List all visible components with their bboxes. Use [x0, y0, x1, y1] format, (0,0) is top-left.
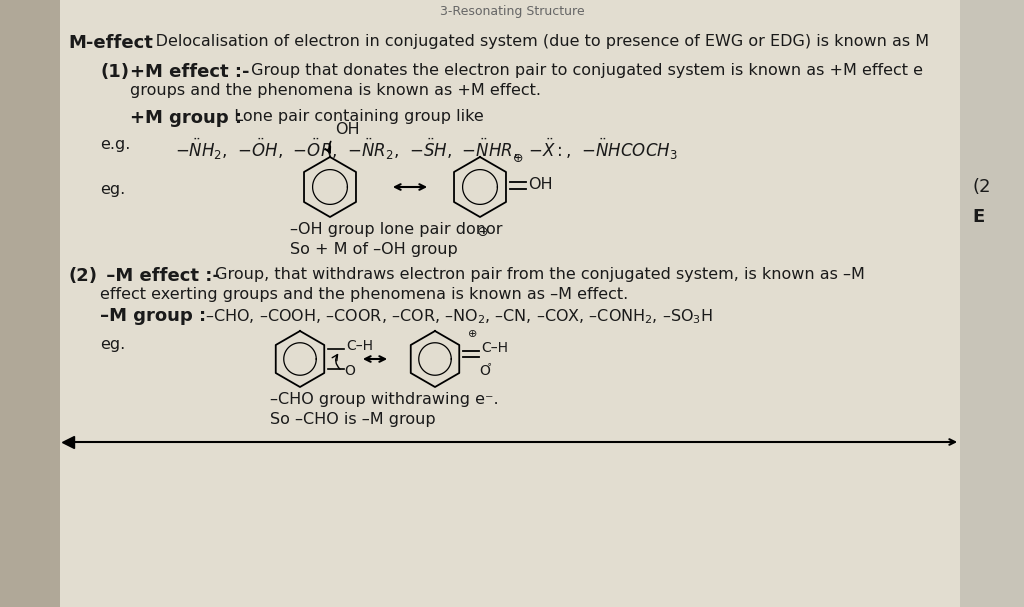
Text: O: O [479, 364, 489, 378]
Text: OH: OH [528, 177, 553, 192]
Text: OH: OH [335, 122, 359, 137]
Text: +M effect :-: +M effect :- [130, 63, 250, 81]
Text: –CHO, –COOH, –COOR, –COR, –NO$_2$, –CN, –COX, –CONH$_2$, –SO$_3$H: –CHO, –COOH, –COOR, –COR, –NO$_2$, –CN, … [200, 307, 713, 326]
Bar [0, 0, 60, 607]
Text: Lone pair containing group like: Lone pair containing group like [224, 109, 483, 124]
Text: C–H: C–H [346, 339, 373, 353]
Text: $\ominus$: $\ominus$ [476, 225, 488, 239]
Text: –M group :: –M group : [100, 307, 206, 325]
Text: : Delocalisation of electron in conjugated system (due to presence of EWG or EDG: : Delocalisation of electron in conjugat… [140, 34, 929, 49]
Text: M-effect: M-effect [68, 34, 153, 52]
Bar [60, 0, 961, 607]
Text: e.g.: e.g. [100, 137, 130, 152]
Bar [961, 0, 1024, 607]
Text: Group, that withdraws electron pair from the conjugated system, is known as –M: Group, that withdraws electron pair from… [210, 267, 865, 282]
Text: $^\circ$: $^\circ$ [485, 360, 493, 373]
Text: 3-Resonating Structure: 3-Resonating Structure [439, 5, 585, 18]
Text: E: E [972, 208, 984, 226]
Text: groups and the phenomena is known as +M effect.: groups and the phenomena is known as +M … [130, 83, 541, 98]
Text: –OH group lone pair donor: –OH group lone pair donor [290, 222, 503, 237]
Text: eg.: eg. [100, 337, 125, 352]
Text: +M group :: +M group : [130, 109, 242, 127]
Text: $-\ddot{N}H_2$,  $-\ddot{O}H$,  $-\ddot{O}R$,  $-\ddot{N}R_2$,  $-\ddot{S}H$,  $: $-\ddot{N}H_2$, $-\ddot{O}H$, $-\ddot{O}… [175, 137, 678, 162]
Text: –CHO group withdrawing e⁻.: –CHO group withdrawing e⁻. [270, 392, 499, 407]
Text: effect exerting groups and the phenomena is known as –M effect.: effect exerting groups and the phenomena… [100, 287, 629, 302]
Text: So + M of –OH group: So + M of –OH group [290, 242, 458, 257]
Text: eg.: eg. [100, 182, 125, 197]
Text: $\oplus$: $\oplus$ [512, 152, 523, 165]
Text: C–H: C–H [481, 341, 508, 355]
Text: $\oplus$: $\oplus$ [467, 328, 477, 339]
Text: O: O [344, 364, 355, 378]
Text: Group that donates the electron pair to conjugated system is known as +M effect : Group that donates the electron pair to … [246, 63, 923, 78]
Text: (2): (2) [68, 267, 97, 285]
Text: (1): (1) [100, 63, 129, 81]
Text: So –CHO is –M group: So –CHO is –M group [270, 412, 435, 427]
Text: –M effect :-: –M effect :- [100, 267, 220, 285]
Text: (2: (2 [972, 178, 990, 196]
